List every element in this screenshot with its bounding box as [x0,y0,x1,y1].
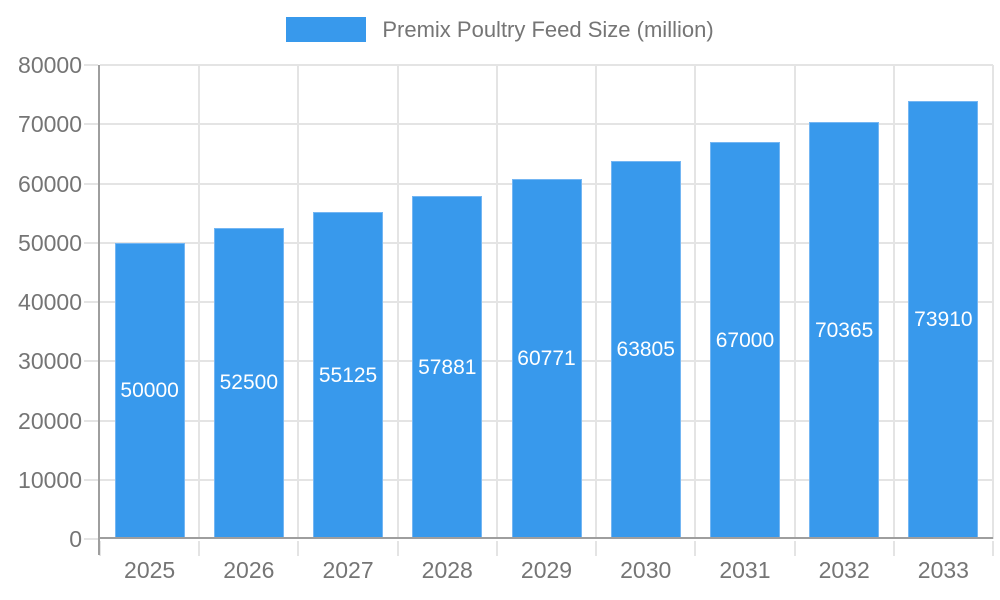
y-axis-labels: 0 10000 20000 30000 40000 50000 60000 70000 8000… [0,52,82,552]
x-axis-line [98,537,993,539]
h-gridline [100,64,993,66]
bar-2029[interactable]: 60771 [511,178,582,539]
v-gridline [892,65,895,539]
bar-2033[interactable]: 73910 [908,101,979,539]
bar-value-label: 70365 [814,318,874,342]
bar-value-label: 55125 [318,363,378,387]
v-gridline [396,65,399,539]
y-tick-label: 10000 [18,466,82,493]
x-tick [297,541,300,556]
v-gridline [992,65,994,539]
x-tick-label: 2026 [223,557,275,583]
v-gridline [495,65,498,539]
x-tick-label: 2027 [322,557,374,583]
y-tick [84,478,98,481]
v-gridline [694,65,697,539]
y-tick-label: 0 [69,526,82,552]
bar-2025[interactable]: 50000 [114,242,185,539]
y-tick [84,419,98,422]
y-tick-label: 30000 [18,348,82,375]
bar-2028[interactable]: 57881 [412,196,483,539]
x-tick [694,541,697,556]
x-tick [495,541,498,556]
y-tick [84,64,98,66]
bar-value-label: 63805 [616,337,675,361]
bar-value-label: 73910 [914,308,973,332]
legend[interactable]: Premix Poultry Feed Size (million) [0,17,1000,42]
bar-value-label: 52500 [219,371,279,395]
y-axis-line [98,65,100,555]
x-tick [198,541,201,556]
x-tick-label: 2032 [818,557,870,583]
y-tick [84,182,98,185]
x-tick-label: 2030 [620,557,672,583]
x-tick-label: 2029 [520,557,573,583]
y-tick-label: 20000 [18,407,82,434]
legend-swatch [286,17,367,42]
legend-label: Premix Poultry Feed Size (million) [382,17,714,42]
x-tick [793,541,796,556]
bar-value-label: 50000 [120,378,179,402]
bar-2030[interactable]: 63805 [610,160,681,539]
y-tick [84,301,98,303]
x-tick-label: 2025 [124,557,176,583]
bar-value-label: 57881 [418,355,477,379]
x-tick [992,541,994,556]
bar-value-label: 67000 [715,328,775,352]
v-gridline [595,65,598,539]
y-tick [84,538,98,540]
y-tick-label: 50000 [18,229,82,256]
y-tick [84,123,98,126]
x-tick [892,541,895,556]
y-tick-label: 70000 [18,111,82,138]
x-axis-labels: 2025 2026 2027 2028 2029 2030 2031 2032 2033 [100,556,993,586]
v-gridline [793,65,796,539]
bar-2032[interactable]: 70365 [809,122,880,539]
v-gridline [297,65,300,539]
y-tick [84,360,98,363]
x-tick-label: 2031 [719,557,771,583]
v-gridline [198,65,201,539]
x-tick [396,541,399,556]
h-gridline [100,123,993,126]
x-tick-label: 2033 [917,557,969,583]
y-tick [84,241,98,244]
y-tick-label: 60000 [18,170,82,197]
bar-2031[interactable]: 67000 [709,142,780,539]
plot-area: 50000 52500 55125 57881 60771 63805 67000 70365… [84,64,994,556]
y-tick-label: 80000 [18,52,82,78]
bar-2027[interactable]: 55125 [313,212,384,539]
bar-value-label: 60771 [517,346,576,370]
x-tick [595,541,598,556]
y-tick-label: 40000 [18,289,82,315]
bar-2026[interactable]: 52500 [213,227,284,539]
x-tick-label: 2028 [421,557,473,583]
x-tick [99,541,101,556]
